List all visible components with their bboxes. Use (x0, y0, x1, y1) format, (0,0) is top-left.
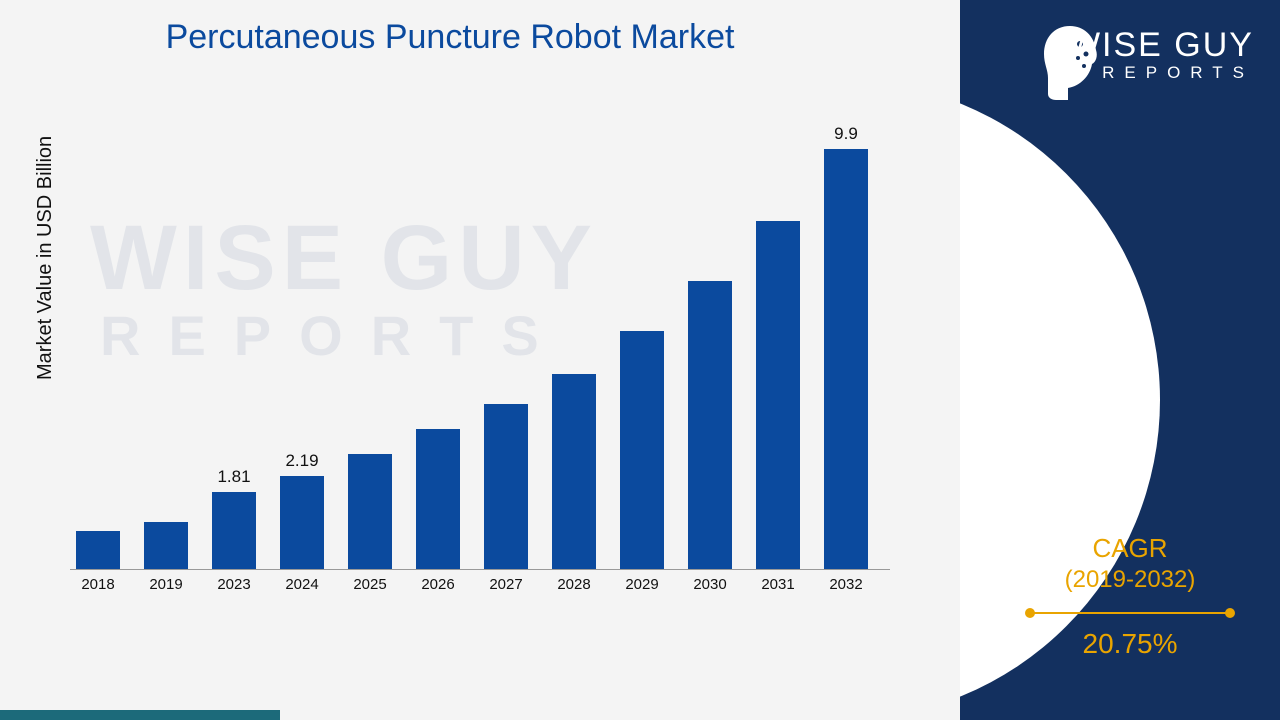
xtick-2026: 2026 (421, 570, 454, 593)
cagr-title: CAGR (1010, 533, 1250, 564)
bar-2032 (824, 149, 868, 569)
bar-2018 (76, 531, 120, 569)
bar-2025 (348, 454, 392, 569)
bar-label-2023: 1.81 (217, 467, 250, 487)
brand-line2: REPORTS (1068, 64, 1254, 82)
bar-2019 (144, 522, 188, 569)
xtick-2029: 2029 (625, 570, 658, 593)
bar-label-2032: 9.9 (834, 124, 858, 144)
cagr-dot-left (1025, 608, 1035, 618)
xtick-2024: 2024 (285, 570, 318, 593)
cagr-divider (1030, 612, 1230, 614)
bar-2031 (756, 221, 800, 569)
chart-title: Percutaneous Puncture Robot Market (0, 18, 900, 57)
cagr-range: (2019-2032) (1010, 566, 1250, 594)
bar-2030 (688, 281, 732, 569)
xtick-2025: 2025 (353, 570, 386, 593)
right-panel: WISE GUY REPORTS CAGR (2019-2032) 20.75% (960, 0, 1280, 720)
xtick-2019: 2019 (149, 570, 182, 593)
bar-2029 (620, 331, 664, 569)
plot-area: 2018201920231.8120242.192025202620272028… (70, 150, 890, 570)
xtick-2031: 2031 (761, 570, 794, 593)
xtick-2030: 2030 (693, 570, 726, 593)
cagr-dot-right (1225, 608, 1235, 618)
chart-stage: WISE GUY REPORTS Percutaneous Puncture R… (0, 0, 1280, 720)
cagr-value: 20.75% (1010, 628, 1250, 660)
brand-line1: WISE GUY (1068, 28, 1254, 64)
bottom-accent-bar (0, 710, 280, 720)
bar-2023 (212, 492, 256, 569)
xtick-2023: 2023 (217, 570, 250, 593)
bar-2024 (280, 476, 324, 569)
xtick-2027: 2027 (489, 570, 522, 593)
brand-logo: WISE GUY REPORTS (1068, 28, 1254, 82)
bar-2027 (484, 404, 528, 569)
y-axis-label: Market Value in USD Billion (34, 136, 57, 380)
bar-label-2024: 2.19 (285, 451, 318, 471)
cagr-block: CAGR (2019-2032) 20.75% (1010, 533, 1250, 660)
bar-2026 (416, 429, 460, 569)
xtick-2018: 2018 (81, 570, 114, 593)
xtick-2028: 2028 (557, 570, 590, 593)
xtick-2032: 2032 (829, 570, 862, 593)
bar-2028 (552, 374, 596, 569)
